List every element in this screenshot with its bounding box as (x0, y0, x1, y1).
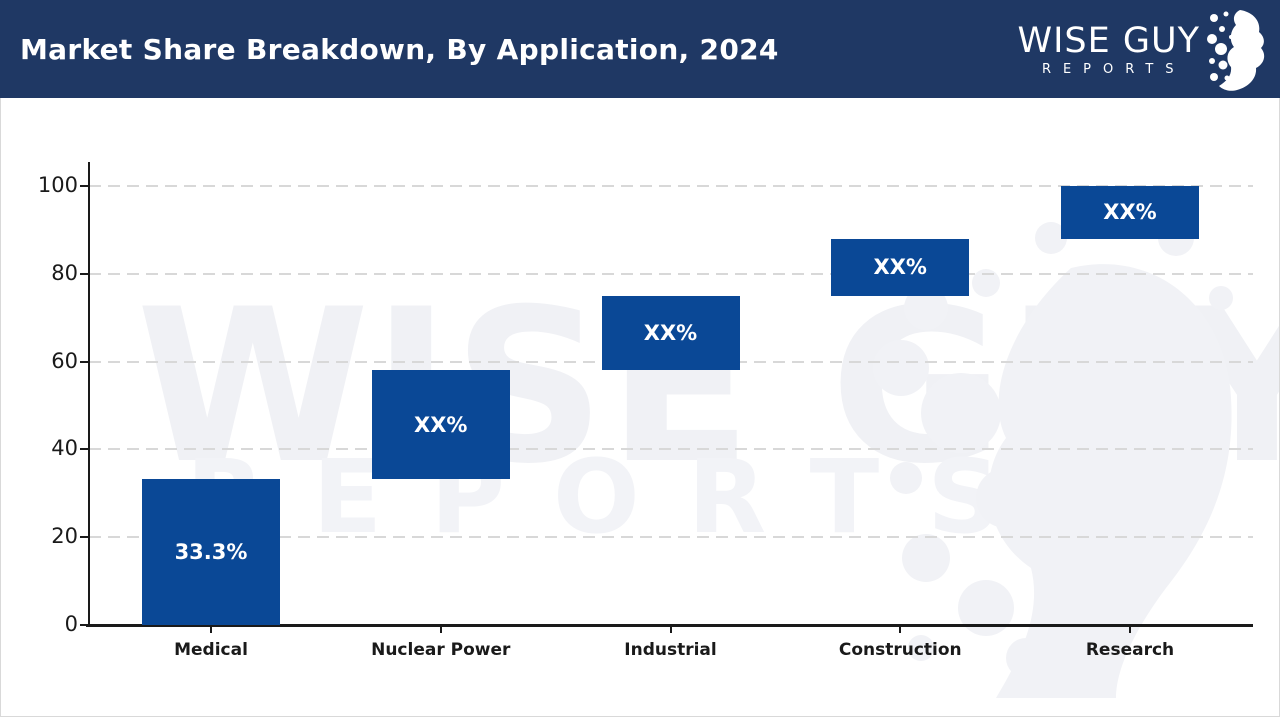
bar-value-label: XX% (643, 321, 698, 346)
gridline-80 (89, 272, 1253, 275)
bar-nuclear-power: XX% (371, 370, 510, 479)
x-tick-mark-5 (1129, 626, 1131, 633)
x-category-label: Research (1085, 640, 1175, 660)
brand-wordmark: WISE GUY REPORTS (1017, 23, 1200, 77)
y-tick-label-80: 80 (51, 260, 78, 285)
header: Market Share Breakdown, By Application, … (0, 0, 1280, 98)
logo-face-icon (1207, 10, 1265, 91)
x-tick-mark-2 (439, 626, 442, 633)
x-axis-line (86, 624, 1253, 627)
y-tick-label-40: 40 (51, 436, 78, 461)
bar-value-label: XX% (414, 412, 468, 437)
bar-medical: 33.3% (142, 478, 280, 625)
page-title: Market Share Breakdown, By Application, … (20, 32, 779, 66)
x-tick-mark-1 (210, 626, 212, 633)
x-category-label: Nuclear Power (371, 640, 511, 660)
x-category-label: Construction (838, 640, 962, 660)
bar-value-label: XX% (873, 255, 927, 280)
bar-construction: XX% (831, 238, 970, 296)
bar-value-label: XX% (1103, 200, 1157, 225)
y-axis-line (88, 162, 90, 627)
x-tick-mark-4 (899, 626, 902, 633)
y-tick-label-100: 100 (37, 173, 78, 197)
y-tick-mark-40 (80, 448, 88, 451)
y-tick-mark-60 (80, 360, 88, 363)
brand-logo: WISE GUY REPORTS (1017, 6, 1266, 94)
x-category-label: Industrial (624, 640, 717, 660)
brand-name: WISE GUY (1017, 21, 1200, 62)
y-tick-label-0: 0 (64, 612, 78, 636)
bar-research: XX% (1061, 186, 1199, 239)
y-tick-mark-80 (80, 272, 88, 275)
bar-value-label: 33.3% (174, 539, 248, 564)
x-category-label: Medical (174, 640, 248, 660)
y-tick-mark-100 (80, 185, 88, 187)
brand-subname: REPORTS (1041, 61, 1186, 77)
y-tick-label-60: 60 (51, 348, 78, 373)
x-tick-mark-3 (669, 626, 672, 633)
gridline-40 (89, 448, 1253, 451)
y-tick-label-20: 20 (51, 524, 78, 549)
y-tick-mark-0 (80, 624, 88, 626)
gridline-100 (89, 185, 1253, 187)
bar-industrial: XX% (601, 295, 740, 371)
y-tick-mark-20 (80, 536, 88, 539)
gridline-20 (89, 536, 1253, 539)
